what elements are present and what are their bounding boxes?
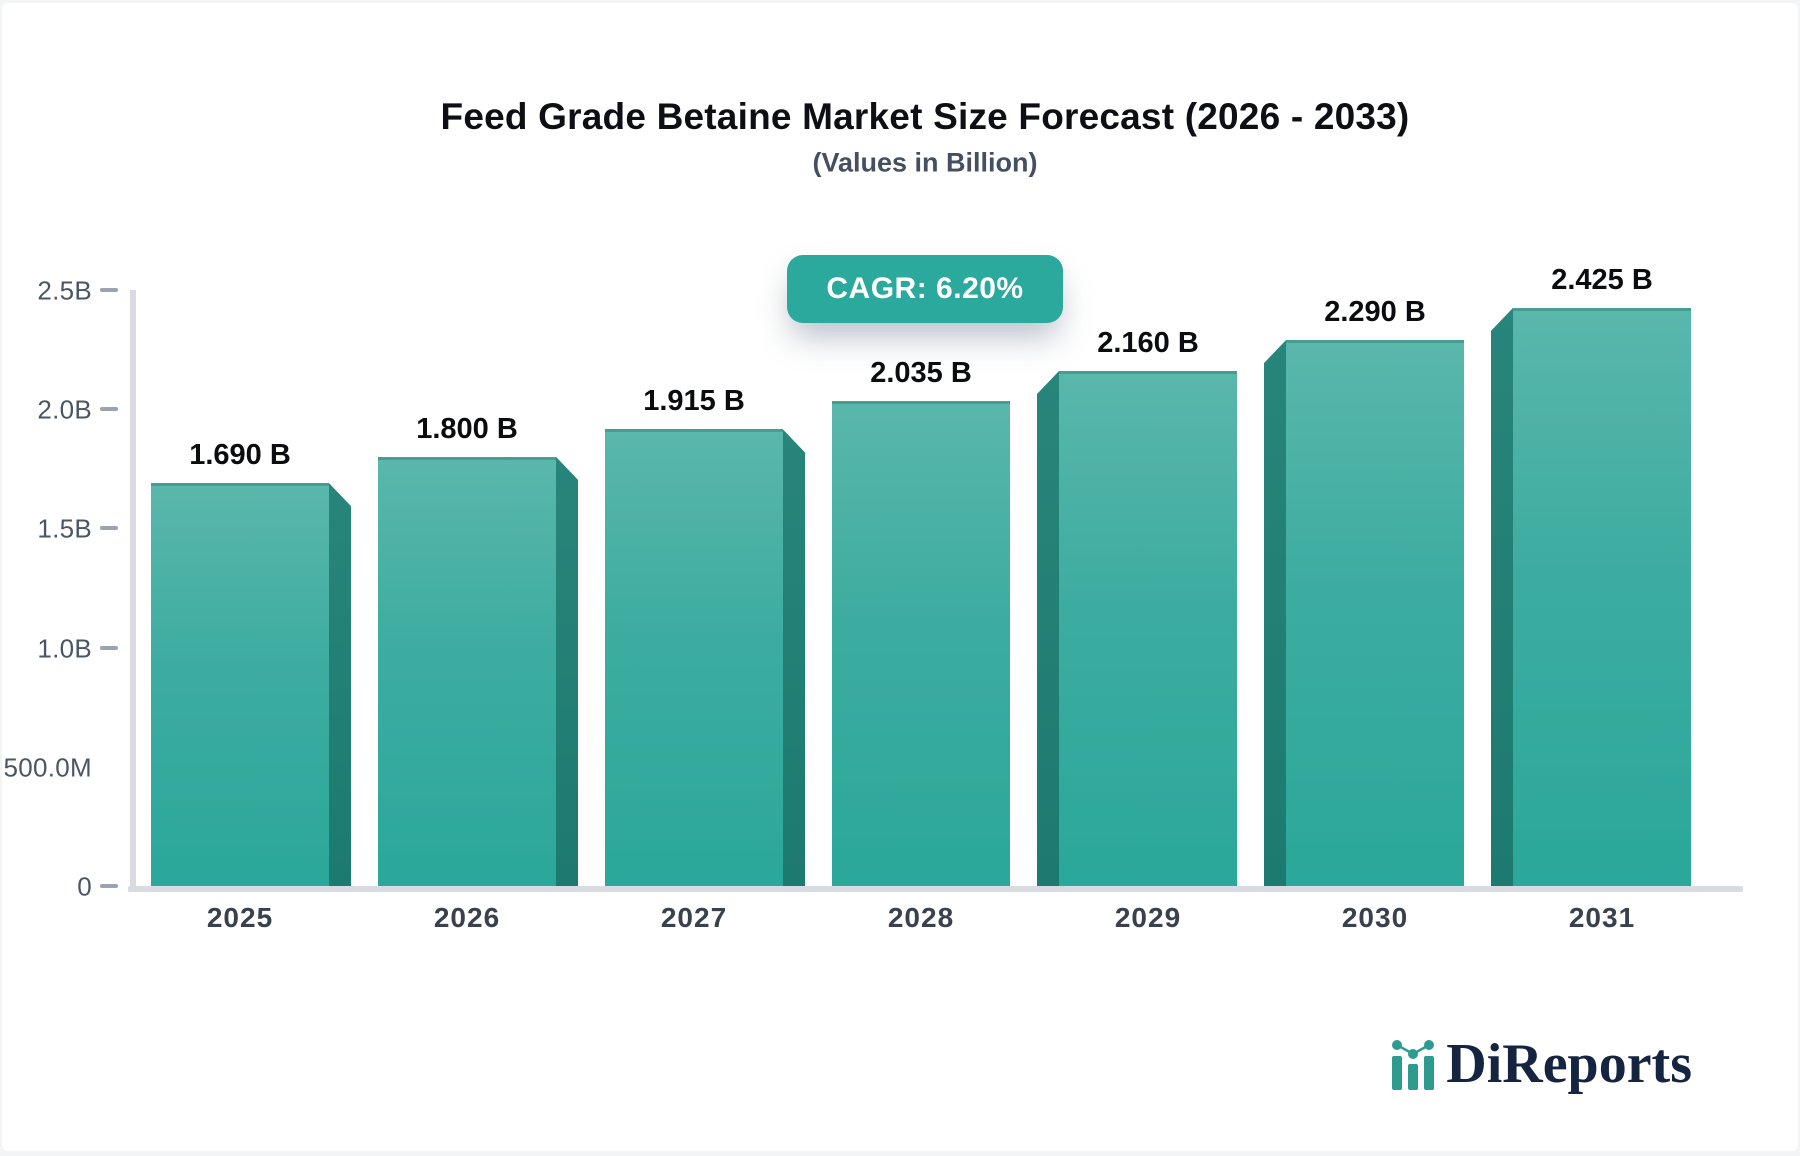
y-tick-label: 1.0B [37,633,92,664]
bar-face-2026 [378,456,556,886]
y-tick-dash [100,407,118,412]
y-tick-label: 500.0M [3,752,92,783]
bar-side-2026 [556,456,578,886]
y-tick-dash [100,526,118,531]
y-tick-dash [100,645,118,650]
cagr-badge-label: CAGR: 6.20% [826,272,1024,305]
y-tick-label: 1.5B [37,513,92,544]
bar-face-2027 [605,429,783,886]
bar-face-2029 [1059,371,1237,886]
bar-value-label-2031: 2.425 B [1551,263,1653,296]
cagr-badge: CAGR: 6.20% [787,255,1063,323]
x-axis-label-2030: 2030 [1341,902,1409,933]
bar-value-label-2028: 2.035 B [870,356,972,389]
y-tick-dash [100,884,118,888]
bar-side-2029 [1037,371,1059,886]
y-tick-label: 0 [77,871,92,902]
bar-face-2031 [1513,307,1691,886]
brand-name: DiReports [1446,1033,1692,1095]
bar-side-2027 [783,429,805,886]
x-axis-label-2027: 2027 [660,902,728,933]
bar-face-2028 [832,400,1010,886]
y-tick-label: 2.0B [37,394,92,425]
bar-value-label-2027: 1.915 B [643,385,745,418]
brand-logo: DiReports [1390,1032,1692,1096]
bar-face-2025 [151,483,329,886]
page-title: Feed Grade Betaine Market Size Forecast … [440,96,1410,137]
bar-side-2025 [329,483,351,886]
y-axis-line [130,290,136,892]
y-tick-label: 2.5B [37,275,92,306]
bar-value-label-2025: 1.690 B [189,439,291,472]
x-axis-label-2028: 2028 [887,902,955,933]
x-axis-label-2025: 2025 [206,902,274,933]
bar-value-label-2029: 2.160 B [1097,327,1199,360]
bar-value-label-2030: 2.290 B [1324,296,1426,329]
y-tick-dash [100,288,118,292]
bar-face-2030 [1286,340,1464,886]
x-axis-label-2031: 2031 [1568,902,1636,933]
brand-chart-icon [1390,1038,1436,1090]
x-axis-line [128,886,1743,892]
bar-side-2031 [1491,307,1513,886]
bar-side-2030 [1264,340,1286,886]
page-subtitle: (Values in Billion) [812,147,1038,178]
bar-value-label-2026: 1.800 B [416,412,518,445]
x-axis-label-2029: 2029 [1114,902,1182,933]
x-axis-label-2026: 2026 [433,902,501,933]
